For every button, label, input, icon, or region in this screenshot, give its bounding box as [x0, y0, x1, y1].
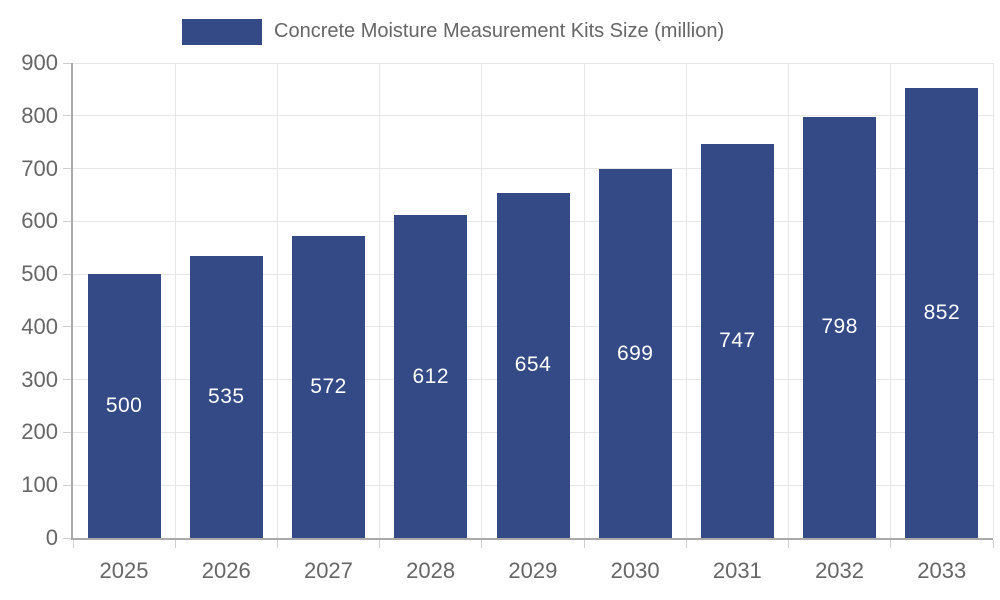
bar-value-label: 747	[719, 328, 756, 352]
y-axis-tick-label: 0	[45, 525, 58, 550]
bar-2033: 852	[905, 88, 979, 538]
y-axis-tick	[63, 273, 71, 275]
bar-2025: 500	[87, 274, 161, 538]
x-axis-tick-label: 2031	[712, 558, 762, 583]
bar-2027: 572	[292, 236, 366, 538]
y-axis-tick	[63, 220, 71, 222]
y-axis-tick-label: 900	[21, 50, 58, 75]
bar-value-label: 500	[105, 394, 143, 418]
y-axis-tick-label: 400	[21, 313, 58, 339]
x-axis-tick	[890, 540, 892, 548]
bar-value-label: 798	[821, 315, 858, 339]
v-gridline	[583, 63, 585, 538]
bar-2028: 612	[394, 215, 468, 538]
x-axis-tick-label: 2027	[303, 558, 353, 583]
y-axis-tick-label: 500	[21, 261, 58, 287]
plot-area: 500 535 572 612 654 699 747 798 852	[63, 62, 994, 548]
bar-value-label: 572	[310, 375, 347, 399]
bar-2026: 535	[189, 255, 263, 538]
y-axis-tick-label: 800	[21, 102, 58, 128]
bar-value-label: 654	[514, 353, 552, 377]
v-gridline	[276, 63, 278, 538]
y-axis-tick	[63, 115, 71, 117]
legend-label: Concrete Moisture Measurement Kits Size …	[274, 20, 725, 42]
y-axis-tick	[63, 168, 71, 170]
bar-2030: 699	[598, 169, 672, 538]
x-axis-tick-label: 2029	[508, 558, 558, 583]
x-axis-tick-label: 2030	[610, 558, 660, 583]
x-axis-tick	[276, 540, 278, 548]
bar-value-label: 699	[616, 341, 654, 365]
y-axis-tick-label: 200	[21, 419, 58, 445]
x-axis-tick	[788, 540, 790, 548]
legend: Concrete Moisture Measurement Kits Size …	[182, 18, 724, 45]
y-axis-tick-label: 300	[21, 366, 58, 392]
y-axis-tick	[63, 431, 71, 433]
x-axis-tick	[583, 540, 585, 548]
x-axis-tick-label: 2033	[917, 558, 967, 583]
v-gridline	[379, 63, 381, 538]
h-gridline	[73, 62, 993, 64]
y-axis-tick	[63, 537, 71, 539]
x-axis-tick-label: 2032	[815, 558, 865, 583]
v-gridline	[685, 63, 687, 538]
bar-2032: 798	[803, 116, 877, 538]
v-gridline	[481, 63, 483, 538]
v-gridline	[174, 63, 176, 538]
x-axis-tick	[992, 540, 994, 548]
x-axis-tick	[685, 540, 687, 548]
bar-value-label: 612	[412, 364, 450, 388]
bar-2031: 747	[700, 143, 774, 538]
y-axis-tick	[63, 62, 71, 64]
y-axis-tick-label: 600	[21, 208, 58, 234]
h-gridline	[73, 168, 993, 170]
v-gridline	[788, 63, 790, 538]
y-axis-tick	[63, 484, 71, 486]
y-axis-tick	[63, 326, 71, 328]
x-axis-tick-label: 2026	[201, 558, 251, 583]
v-gridline	[890, 63, 892, 538]
x-axis-tick	[72, 540, 74, 548]
bar-value-label: 535	[208, 384, 245, 408]
x-axis-line	[71, 538, 993, 540]
y-axis-tick-label: 700	[21, 155, 58, 181]
y-axis-tick	[63, 379, 71, 381]
h-gridline	[73, 115, 993, 117]
x-axis-tick	[379, 540, 381, 548]
v-gridline	[992, 63, 994, 538]
x-axis-tick	[174, 540, 176, 548]
legend-swatch	[182, 18, 262, 45]
bar-value-label: 852	[923, 301, 961, 325]
x-axis-tick	[481, 540, 483, 548]
y-axis-line	[71, 63, 73, 540]
y-axis-tick-label: 100	[21, 472, 58, 498]
x-axis-tick-label: 2025	[99, 558, 149, 583]
x-axis-tick-label: 2028	[406, 558, 456, 583]
bar-2029: 654	[496, 192, 570, 538]
